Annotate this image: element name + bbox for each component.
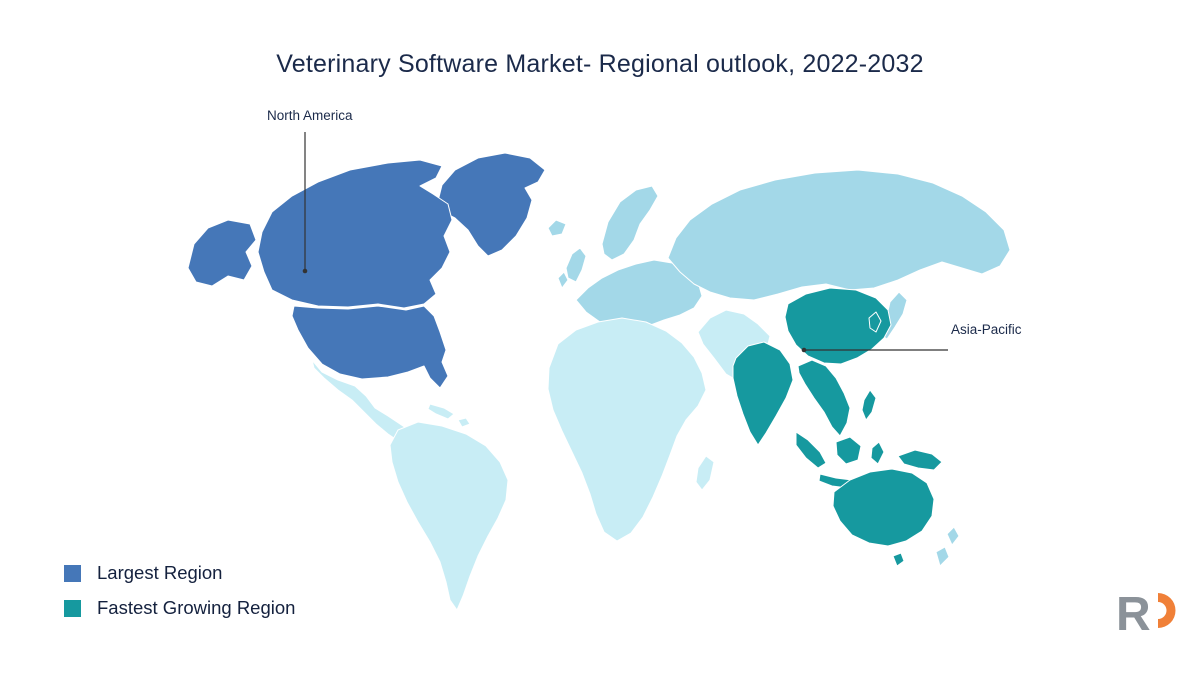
brand-logo-mark <box>1158 593 1176 628</box>
map-region-hispaniola <box>457 417 471 428</box>
legend-label-fastest-growing-region: Fastest Growing Region <box>97 597 296 618</box>
legend-item-largest-region: Largest Region <box>64 562 295 584</box>
map-region-scandinavia <box>601 185 659 261</box>
annotation-asia-pacific: Asia-Pacific <box>951 322 1022 337</box>
map-region-greenland <box>436 152 546 257</box>
map-region-sumatra <box>795 431 827 469</box>
map-region-new-zealand-south <box>935 546 950 567</box>
north-america-pointer-dot <box>302 268 308 274</box>
map-region-southeast-asia <box>797 359 851 437</box>
map-region-iceland <box>547 219 567 237</box>
legend-item-fastest-growing-region: Fastest Growing Region <box>64 597 295 619</box>
brand-logo-letter: R <box>1116 588 1151 638</box>
map-region-south-america <box>389 421 509 611</box>
map-region-alaska <box>187 219 257 287</box>
map-region-russia <box>667 169 1011 301</box>
map-region-africa <box>547 317 707 542</box>
legend-swatch-rect-largest <box>64 564 81 582</box>
legend-swatch-fastest <box>64 599 81 617</box>
legend-label-largest-region: Largest Region <box>97 562 223 583</box>
brand-logo-graphic: R <box>1116 588 1176 641</box>
pointer-lines <box>302 132 948 353</box>
map-region-ireland <box>557 271 569 289</box>
map-region-new-guinea <box>897 449 943 471</box>
legend-swatch-largest <box>64 564 81 582</box>
brand-logo: R <box>1116 586 1190 643</box>
map-region-cuba <box>427 403 455 420</box>
map-region-new-zealand-north <box>946 526 960 546</box>
map-region-sulawesi <box>870 441 885 465</box>
map-region-korea <box>868 311 882 333</box>
map-region-tasmania <box>892 552 905 567</box>
map-region-borneo <box>835 436 862 465</box>
asia-pacific-pointer-dot <box>801 347 807 353</box>
map-region-india <box>732 341 794 446</box>
map-region-philippines <box>861 389 877 421</box>
map-region-canada <box>257 159 453 309</box>
chart-title: Veterinary Software Market- Regional out… <box>276 50 924 78</box>
map-region-madagascar <box>695 455 715 491</box>
legend-swatch-rect-fastest <box>64 599 81 617</box>
map-region-uk <box>565 247 587 283</box>
map-region-china <box>784 287 892 365</box>
map-region-australia <box>832 468 935 547</box>
annotation-north-america: North America <box>267 108 353 123</box>
landmasses <box>187 152 1011 611</box>
legend: Largest Region Fastest Growing Region <box>64 562 295 619</box>
map-region-usa <box>291 305 449 389</box>
